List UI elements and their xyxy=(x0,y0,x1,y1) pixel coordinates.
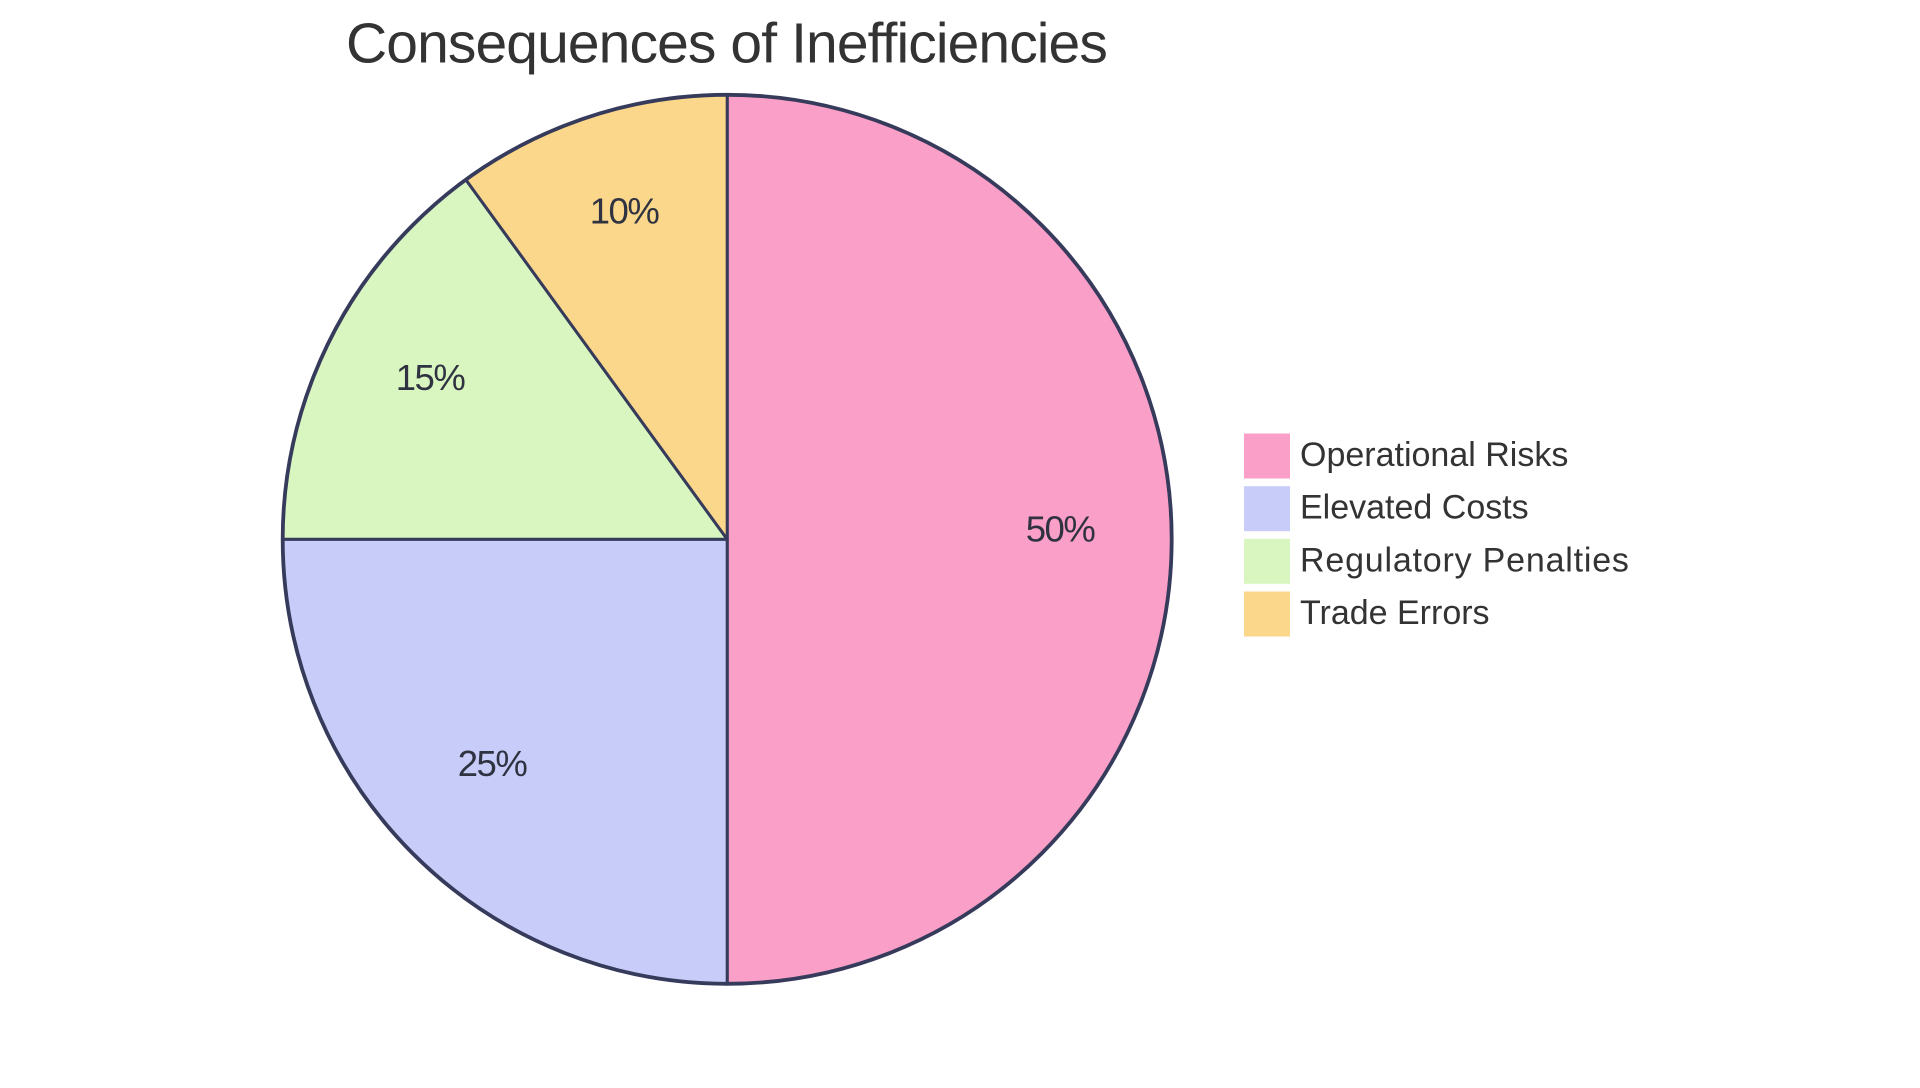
svg-text:25%: 25% xyxy=(458,743,528,784)
svg-text:Elevated Costs: Elevated Costs xyxy=(1300,489,1529,527)
svg-text:10%: 10% xyxy=(590,191,660,232)
svg-text:Regulatory Penalties: Regulatory Penalties xyxy=(1300,541,1630,579)
svg-text:Trade Errors: Trade Errors xyxy=(1300,594,1490,632)
svg-text:50%: 50% xyxy=(1026,509,1096,550)
svg-text:Operational Risks: Operational Risks xyxy=(1300,436,1568,474)
svg-text:15%: 15% xyxy=(396,357,466,398)
svg-text:Consequences of Inefficiencies: Consequences of Inefficiencies xyxy=(346,12,1107,76)
